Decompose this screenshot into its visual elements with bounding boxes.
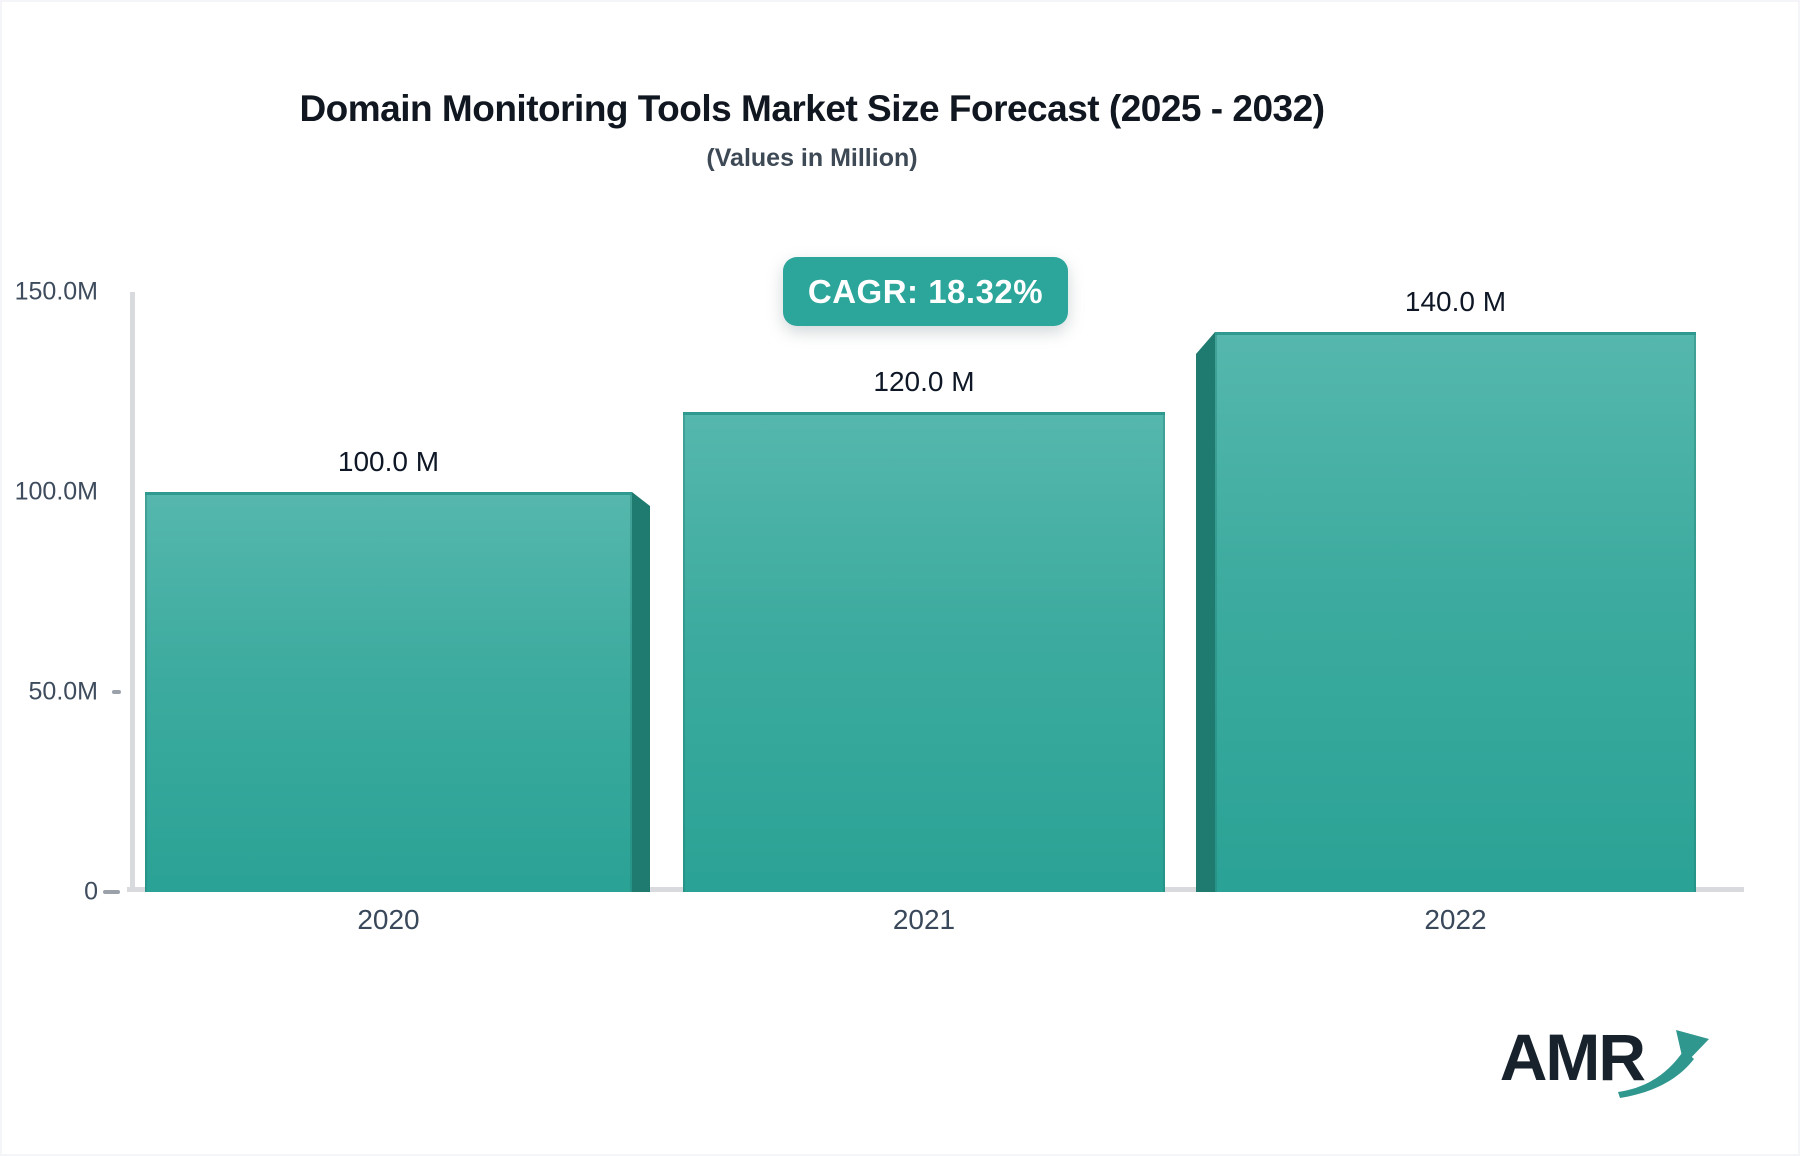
bar-3d-side-2022 bbox=[1196, 332, 1215, 892]
bar-value-label: 120.0 M bbox=[873, 366, 975, 397]
bar-2021 bbox=[683, 412, 1165, 892]
y-axis-line bbox=[130, 292, 135, 892]
chart-subtitle: (Values in Million) bbox=[706, 144, 918, 172]
y-axis-tick bbox=[103, 890, 120, 894]
bar-2020 bbox=[145, 492, 632, 892]
trend-arrow-icon bbox=[1618, 1030, 1709, 1098]
y-axis-tick bbox=[112, 690, 121, 694]
cagr-badge: CAGR: 18.32% bbox=[783, 257, 1068, 326]
x-axis-label: 2020 bbox=[357, 904, 420, 935]
amr-logo-text: AMR bbox=[1499, 1020, 1646, 1094]
x-axis-label: 2021 bbox=[892, 904, 956, 935]
bar-value-label: 140.0 M bbox=[1404, 286, 1507, 317]
cagr-badge-label: CAGR: 18.32% bbox=[807, 272, 1044, 310]
y-axis-label: 100.0M bbox=[14, 477, 98, 506]
bar-2022 bbox=[1215, 332, 1696, 892]
chart-title: Domain Monitoring Tools Market Size Fore… bbox=[299, 88, 1325, 129]
bar-3d-side-2020 bbox=[632, 492, 650, 892]
chart-header: Domain Monitoring Tools Market Size Fore… bbox=[2, 88, 1622, 173]
y-axis-label: 150.0M bbox=[14, 277, 98, 306]
amr-logo: AMR bbox=[1500, 1024, 1710, 1102]
y-axis-label: 50.0M bbox=[28, 677, 98, 706]
y-axis-label: 0 bbox=[84, 877, 98, 906]
bar-value-label: 100.0 M bbox=[337, 446, 440, 477]
x-axis-label: 2022 bbox=[1424, 904, 1487, 935]
